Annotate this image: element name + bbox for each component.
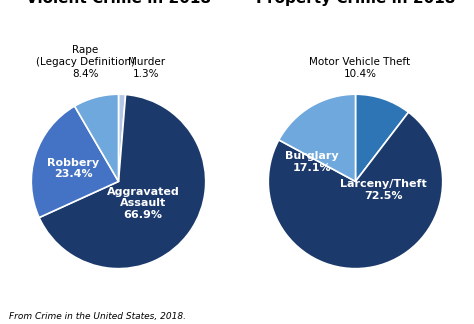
Wedge shape: [118, 94, 126, 181]
Wedge shape: [31, 106, 118, 218]
Wedge shape: [356, 94, 409, 181]
Text: Larceny/Theft
72.5%: Larceny/Theft 72.5%: [340, 179, 427, 201]
Text: Murder
1.3%: Murder 1.3%: [128, 57, 165, 78]
Title: Violent Crime in 2018: Violent Crime in 2018: [26, 0, 211, 6]
Text: Motor Vehicle Theft
10.4%: Motor Vehicle Theft 10.4%: [310, 57, 410, 78]
Text: Rape
(Legacy Definition)
8.4%: Rape (Legacy Definition) 8.4%: [36, 45, 135, 78]
Text: Aggravated
Assault
66.9%: Aggravated Assault 66.9%: [107, 187, 179, 220]
Wedge shape: [74, 94, 118, 181]
Text: From Crime in the United States, 2018.: From Crime in the United States, 2018.: [9, 312, 186, 321]
Title: Property Crime in 2018: Property Crime in 2018: [256, 0, 455, 6]
Wedge shape: [268, 112, 443, 269]
Wedge shape: [39, 95, 206, 269]
Text: Robbery
23.4%: Robbery 23.4%: [47, 157, 99, 179]
Text: Burglary
17.1%: Burglary 17.1%: [285, 151, 339, 173]
Wedge shape: [279, 94, 356, 181]
